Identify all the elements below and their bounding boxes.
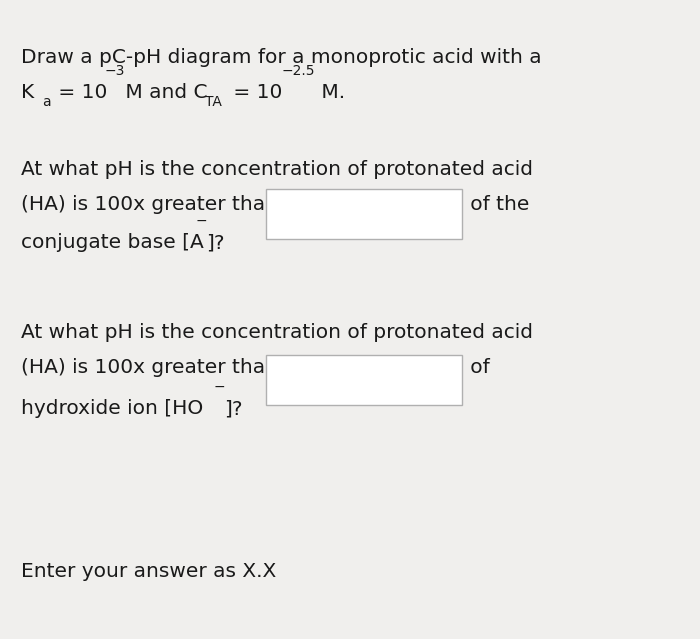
Text: (HA) is 100x greater than the concentration of: (HA) is 100x greater than the concentrat…: [21, 358, 490, 377]
Text: K: K: [21, 83, 34, 102]
Text: M.: M.: [315, 83, 345, 102]
Text: M and C: M and C: [119, 83, 207, 102]
FancyBboxPatch shape: [266, 189, 462, 238]
Text: ]?: ]?: [224, 399, 242, 419]
Text: TA: TA: [205, 95, 222, 109]
FancyBboxPatch shape: [266, 355, 462, 404]
Text: conjugate base [A: conjugate base [A: [21, 233, 204, 252]
Text: Enter your answer as X.X: Enter your answer as X.X: [21, 562, 276, 581]
Text: At what pH is the concentration of protonated acid: At what pH is the concentration of proto…: [21, 323, 533, 342]
Text: Draw a pC-pH diagram for a monoprotic acid with a: Draw a pC-pH diagram for a monoprotic ac…: [21, 48, 542, 67]
Text: At what pH is the concentration of protonated acid: At what pH is the concentration of proto…: [21, 160, 533, 179]
Text: hydroxide ion [HO: hydroxide ion [HO: [21, 399, 203, 419]
Text: = 10: = 10: [52, 83, 107, 102]
Text: = 10: = 10: [228, 83, 283, 102]
Text: −2.5: −2.5: [281, 64, 315, 78]
Text: ]?: ]?: [206, 233, 225, 252]
Text: −: −: [214, 380, 225, 394]
Text: −: −: [196, 214, 208, 228]
Text: a: a: [42, 95, 50, 109]
Text: (HA) is 100x greater than the concentration of the: (HA) is 100x greater than the concentrat…: [21, 195, 529, 214]
Text: −3: −3: [105, 64, 125, 78]
